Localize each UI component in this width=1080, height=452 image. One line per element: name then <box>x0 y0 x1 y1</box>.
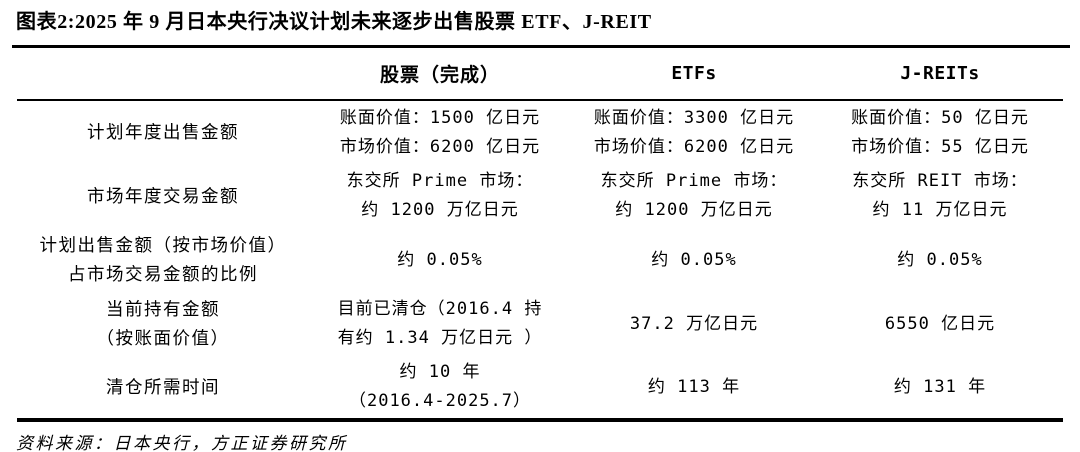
table-row-sale-ratio: 计划出售金额（按市场价值） 占市场交易金额的比例 约 0.05% 约 0.05%… <box>17 228 1063 292</box>
row-label: 当前持有金额 （按账面价值） <box>96 299 230 348</box>
table-row-current-holdings: 当前持有金额 （按账面价值） 目前已清仓（2016.4 持 有约 1.34 万亿… <box>17 292 1063 356</box>
cell-etf: 账面价值：3300 亿日元 市场价值：6200 亿日元 <box>593 107 795 157</box>
col-header-etfs: ETFs <box>571 48 817 101</box>
cell-etf: 37.2 万亿日元 <box>629 313 759 334</box>
table-row-time-to-liquidate: 清仓所需时间 约 10 年 （2016.4-2025.7） 约 113 年 约 … <box>17 356 1063 420</box>
row-label: 清仓所需时间 <box>106 376 220 397</box>
row-label: 市场年度交易金额 <box>87 185 239 206</box>
cell-stock: 账面价值：1500 亿日元 市场价值：6200 亿日元 <box>339 107 541 157</box>
cell-jreit: 东交所 REIT 市场： 约 11 万亿日元 <box>852 171 1028 220</box>
cell-stock: 东交所 Prime 市场： 约 1200 万亿日元 <box>346 171 534 220</box>
cell-jreit: 约 131 年 <box>893 376 987 397</box>
figure-title: 图表2:2025 年 9 月日本央行决议计划未来逐步出售股票 ETF、J-REI… <box>16 11 652 33</box>
col-header-blank <box>17 48 309 101</box>
title-rule <box>12 45 1070 48</box>
cell-jreit: 6550 亿日元 <box>884 313 996 334</box>
table-row-market-annual-trading: 市场年度交易金额 东交所 Prime 市场： 约 1200 万亿日元 东交所 P… <box>17 164 1063 228</box>
cell-etf: 东交所 Prime 市场： 约 1200 万亿日元 <box>600 171 788 220</box>
source-note: 资料来源：日本央行，方正证券研究所 <box>16 434 348 452</box>
cell-jreit: 账面价值：50 亿日元 市场价值：55 亿日元 <box>851 107 1029 157</box>
row-label: 计划出售金额（按市场价值） 占市场交易金额的比例 <box>39 235 287 284</box>
cell-stock: 约 10 年 （2016.4-2025.7） <box>348 362 532 411</box>
cell-jreit: 约 0.05% <box>897 249 983 270</box>
table-row-planned-annual-sale: 计划年度出售金额 账面价值：1500 亿日元 市场价值：6200 亿日元 账面价… <box>17 100 1063 164</box>
cell-stock: 目前已清仓（2016.4 持 有约 1.34 万亿日元 ） <box>337 299 543 348</box>
table-header-row: 股票（完成） ETFs J-REITs <box>17 48 1063 101</box>
cell-etf: 约 113 年 <box>647 376 741 397</box>
cell-stock: 约 0.05% <box>397 249 483 270</box>
col-header-jreits: J-REITs <box>817 48 1063 101</box>
row-label: 计划年度出售金额 <box>87 122 239 142</box>
cell-etf: 约 0.05% <box>651 249 737 270</box>
col-header-stock: 股票（完成） <box>309 48 571 101</box>
boj-etf-sales-table: 股票（完成） ETFs J-REITs 计划年度出售金额 账面价值：1500 亿… <box>17 48 1063 422</box>
